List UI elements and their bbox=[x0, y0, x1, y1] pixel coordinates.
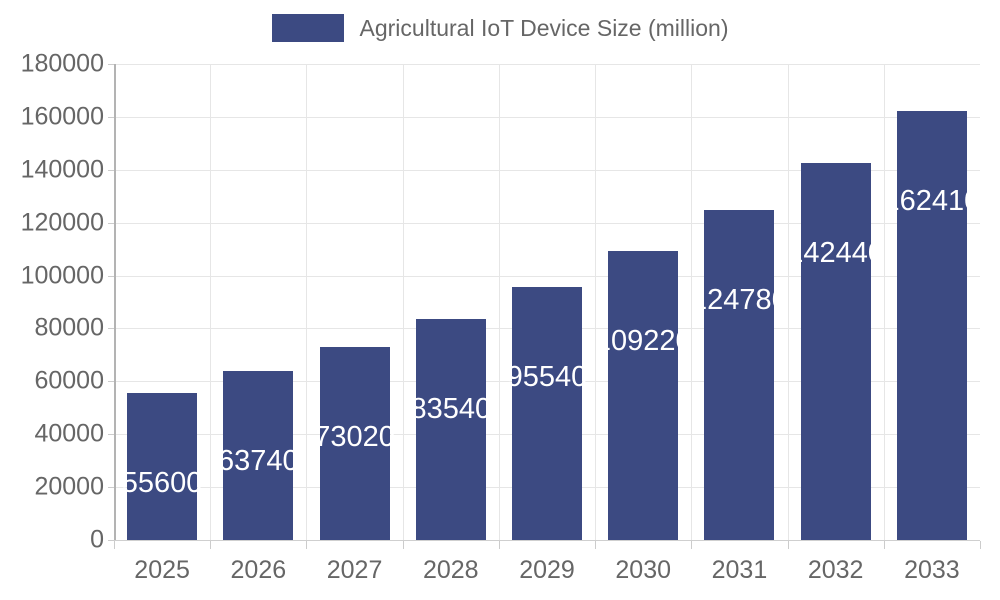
plot-area bbox=[114, 64, 980, 541]
bar[interactable] bbox=[223, 371, 294, 540]
gridline-vertical bbox=[788, 64, 789, 540]
gridline-vertical bbox=[210, 64, 211, 540]
legend-item-series-0[interactable]: Agricultural IoT Device Size (million) bbox=[271, 14, 729, 42]
x-axis-tick-label: 2033 bbox=[904, 556, 960, 584]
y-axis-tick-mark bbox=[108, 434, 115, 436]
bar[interactable] bbox=[704, 210, 775, 540]
bar[interactable] bbox=[800, 163, 871, 540]
x-axis-tick-mark bbox=[306, 541, 307, 549]
x-axis-tick-label: 2026 bbox=[230, 556, 287, 584]
gridline-vertical bbox=[691, 64, 692, 540]
bar[interactable] bbox=[896, 110, 967, 540]
bar[interactable] bbox=[415, 319, 486, 540]
y-axis-tick-label: 80000 bbox=[34, 313, 104, 342]
x-axis-tick-label: 2025 bbox=[134, 556, 190, 584]
x-axis-tick-label: 2028 bbox=[422, 556, 479, 584]
x-axis-tick-mark bbox=[499, 541, 500, 549]
x-axis-tick-label: 2031 bbox=[711, 556, 768, 584]
y-axis-tick-mark bbox=[108, 222, 115, 224]
gridline-vertical bbox=[884, 64, 885, 540]
y-axis-tick-label: 40000 bbox=[34, 419, 104, 448]
gridline-horizontal bbox=[114, 64, 980, 65]
gridline-horizontal bbox=[114, 222, 980, 224]
legend-label: Agricultural IoT Device Size (million) bbox=[359, 14, 729, 41]
y-axis-tick-label: 0 bbox=[90, 525, 104, 554]
bar[interactable] bbox=[608, 251, 679, 540]
y-axis-tick-mark bbox=[108, 116, 115, 118]
x-axis-tick-label: 2027 bbox=[326, 556, 383, 584]
bar[interactable] bbox=[319, 346, 390, 540]
y-axis-tick-mark bbox=[108, 64, 115, 65]
x-axis-tick-mark bbox=[114, 541, 115, 549]
gridline-vertical bbox=[595, 64, 596, 540]
x-axis-tick-label: 2032 bbox=[807, 556, 864, 584]
y-axis-tick-label: 100000 bbox=[20, 261, 104, 290]
x-axis-line bbox=[114, 540, 980, 541]
gridline-horizontal bbox=[114, 275, 980, 277]
y-axis-tick-mark bbox=[108, 275, 115, 277]
gridline-horizontal bbox=[114, 116, 980, 118]
y-axis-tick-mark bbox=[108, 169, 115, 171]
y-axis-tick-mark bbox=[108, 328, 115, 330]
gridline-vertical bbox=[499, 64, 500, 540]
x-axis-tick-label: 2030 bbox=[615, 556, 672, 584]
gridline-vertical bbox=[403, 64, 404, 540]
y-axis-tick-label: 160000 bbox=[20, 102, 104, 131]
y-axis-tick-label: 180000 bbox=[20, 49, 104, 78]
x-axis-tick-mark bbox=[788, 541, 789, 549]
chart-legend: Agricultural IoT Device Size (million) bbox=[0, 0, 1000, 56]
y-axis-tick-mark bbox=[108, 381, 115, 383]
y-axis-line bbox=[114, 64, 116, 541]
series-color-swatch bbox=[271, 14, 344, 42]
x-axis-tick-mark bbox=[595, 541, 596, 549]
y-axis-tick-mark bbox=[108, 487, 115, 489]
y-axis-tick-label: 60000 bbox=[34, 366, 104, 395]
bar[interactable] bbox=[127, 392, 198, 540]
y-axis-tick-mark bbox=[108, 540, 115, 541]
y-axis-tick-labels: 0 20000 40000 60000 80000 100000 120000 140000 1… bbox=[0, 0, 115, 600]
y-axis-tick-label: 140000 bbox=[20, 155, 104, 184]
x-axis-tick-label: 2029 bbox=[519, 556, 575, 584]
x-axis-tick-mark bbox=[210, 541, 211, 549]
bar[interactable] bbox=[512, 287, 582, 540]
x-axis-tick-mark bbox=[691, 541, 692, 549]
gridline-vertical bbox=[306, 64, 307, 540]
x-axis-tick-mark bbox=[884, 541, 885, 549]
x-axis-tick-mark bbox=[403, 541, 404, 549]
gridline-horizontal bbox=[114, 169, 980, 171]
x-axis-tick-mark bbox=[980, 541, 981, 549]
y-axis-tick-label: 20000 bbox=[34, 472, 104, 501]
y-axis-tick-label: 120000 bbox=[20, 208, 104, 237]
